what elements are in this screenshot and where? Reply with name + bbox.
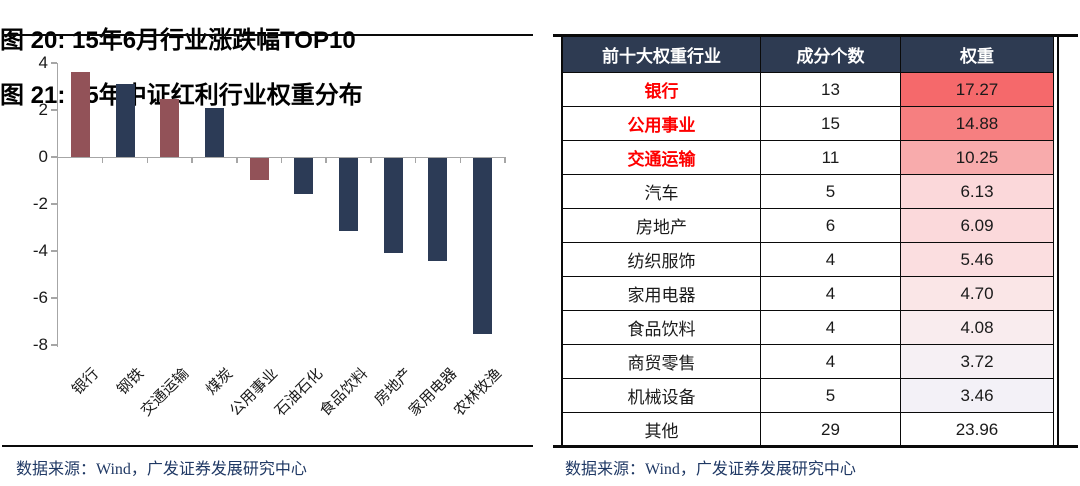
y-axis-tick — [51, 344, 57, 346]
industry-cell: 房地产 — [562, 208, 761, 243]
y-axis-line — [56, 63, 58, 347]
bar-石油石化 — [294, 158, 314, 195]
table-row: 银行 13 17.27 — [562, 72, 1054, 107]
table-row: 食品饮料 4 4.08 — [562, 310, 1054, 345]
bar-煤炭 — [204, 107, 224, 157]
y-axis-tick-label: -8 — [32, 335, 48, 354]
bar-家用电器 — [428, 158, 448, 262]
count-cell: 4 — [760, 242, 901, 277]
weight-cell: 17.27 — [900, 72, 1054, 107]
industry-returns-bar-chart: 4 2 0 -2 -4 -6 -8 银行 钢铁 交通运输 煤炭 公用事业 石油石化 食品饮料 房地产 家用电器… — [32, 53, 506, 420]
count-cell: 4 — [760, 310, 901, 345]
industry-cell: 纺织服饰 — [562, 242, 761, 277]
bar-交通运输 — [160, 99, 180, 157]
y-axis-tick-label: -2 — [32, 194, 48, 213]
table-header-cell: 成分个数 — [760, 36, 901, 73]
table-header-cell: 权重 — [900, 36, 1054, 73]
industry-weight-table: 前十大权重行业 成分个数 权重 银行 13 17.27 公用事业 15 14.88 交通运输 11… — [562, 36, 1054, 447]
y-axis-tick — [51, 203, 57, 205]
table-row: 商贸零售 4 3.72 — [562, 344, 1054, 379]
count-cell: 4 — [760, 344, 901, 379]
y-axis-tick-label: 4 — [38, 53, 48, 72]
figure21-data-source: 数据来源：Wind，广发证券发展研究中心 — [565, 461, 856, 478]
x-axis-tick — [191, 158, 193, 163]
bar-公用事业 — [249, 158, 269, 181]
x-axis-tick — [280, 158, 283, 163]
y-axis-tick-label: 0 — [38, 147, 48, 166]
weight-cell: 4.70 — [900, 276, 1054, 311]
bar-食品饮料 — [339, 158, 359, 231]
industry-cell: 其他 — [562, 412, 761, 447]
industry-cell: 机械设备 — [562, 378, 761, 413]
y-axis-tick — [51, 250, 57, 252]
bar-钢铁 — [115, 84, 135, 157]
figure20-data-source: 数据来源：Wind，广发证券发展研究中心 — [16, 461, 307, 478]
weight-cell: 14.88 — [900, 106, 1054, 141]
x-axis-tick — [459, 158, 462, 163]
x-axis-tick — [236, 158, 238, 163]
x-axis-tick — [370, 158, 372, 163]
count-cell: 13 — [760, 72, 901, 107]
weight-cell: 3.72 — [900, 344, 1054, 379]
figure20-footer-divider — [2, 445, 533, 447]
weight-cell: 6.13 — [900, 174, 1054, 209]
y-axis-tick — [51, 109, 57, 111]
industry-cell: 家用电器 — [562, 276, 761, 311]
x-axis-tick — [325, 158, 327, 163]
bar-银行 — [70, 72, 90, 157]
y-axis-tick-label: -6 — [32, 288, 48, 307]
figure21-panel: 图 21: 15年中证红利行业权重分布 前十大权重行业 成分个数 权重 银行 13 17… — [0, 34, 1080, 478]
count-cell: 11 — [760, 140, 901, 175]
industry-cell: 银行 — [562, 72, 761, 107]
table-row: 公用事业 15 14.88 — [562, 106, 1054, 141]
weight-cell: 23.96 — [900, 412, 1054, 447]
weight-cell: 4.08 — [900, 310, 1054, 345]
industry-cell: 商贸零售 — [562, 344, 761, 379]
weight-cell: 3.46 — [900, 378, 1054, 413]
figure20-title-divider — [2, 34, 533, 36]
industry-cell: 汽车 — [562, 174, 761, 209]
y-axis-tick — [51, 156, 57, 158]
bar-房地产 — [383, 158, 403, 254]
y-axis-tick-label: -4 — [32, 241, 48, 260]
table-row: 房地产 6 6.09 — [562, 208, 1054, 243]
x-axis-line — [56, 156, 506, 158]
bar-农林牧渔 — [473, 158, 493, 335]
table-row: 家用电器 4 4.70 — [562, 276, 1054, 311]
count-cell: 5 — [760, 378, 901, 413]
table-header-row: 前十大权重行业 成分个数 权重 — [562, 36, 1054, 73]
y-axis-tick-label: 2 — [38, 100, 48, 119]
x-axis-tick — [414, 158, 417, 163]
y-axis-tick — [51, 62, 57, 64]
table-row: 汽车 5 6.13 — [562, 174, 1054, 209]
count-cell: 29 — [760, 412, 901, 447]
industry-cell: 交通运输 — [562, 140, 761, 175]
count-cell: 6 — [760, 208, 901, 243]
figure21-title: 图 21: 15年中证红利行业权重分布 — [0, 81, 363, 109]
x-axis-tick — [504, 158, 506, 163]
table-row: 纺织服饰 4 5.46 — [562, 242, 1054, 277]
weight-cell: 5.46 — [900, 242, 1054, 277]
x-axis-tick — [146, 158, 149, 163]
weight-cell: 6.09 — [900, 208, 1054, 243]
figure20-panel: 图 20: 15年6月行业涨跌幅TOP10 4 2 0 -2 -4 -6 -8 银行 钢铁 交通运… — [0, 20, 1080, 478]
count-cell: 15 — [760, 106, 901, 141]
industry-cell: 食品饮料 — [562, 310, 761, 345]
table-header-cell: 前十大权重行业 — [562, 36, 761, 73]
figure20-title: 图 20: 15年6月行业涨跌幅TOP10 — [0, 26, 356, 54]
industry-cell: 公用事业 — [562, 106, 761, 141]
table-row: 其他 29 23.96 — [562, 412, 1054, 447]
figure21-title-divider — [553, 34, 1078, 37]
table-outer-border-right — [1057, 36, 1059, 446]
table-row: 机械设备 5 3.46 — [562, 378, 1054, 413]
weight-cell: 10.25 — [900, 140, 1054, 175]
table-row: 交通运输 11 10.25 — [562, 140, 1054, 175]
y-axis-tick — [51, 297, 57, 299]
table-outer-border-left — [561, 36, 563, 446]
figure21-footer-divider — [553, 445, 1078, 448]
count-cell: 5 — [760, 174, 901, 209]
count-cell: 4 — [760, 276, 901, 311]
x-axis-tick — [101, 158, 104, 163]
